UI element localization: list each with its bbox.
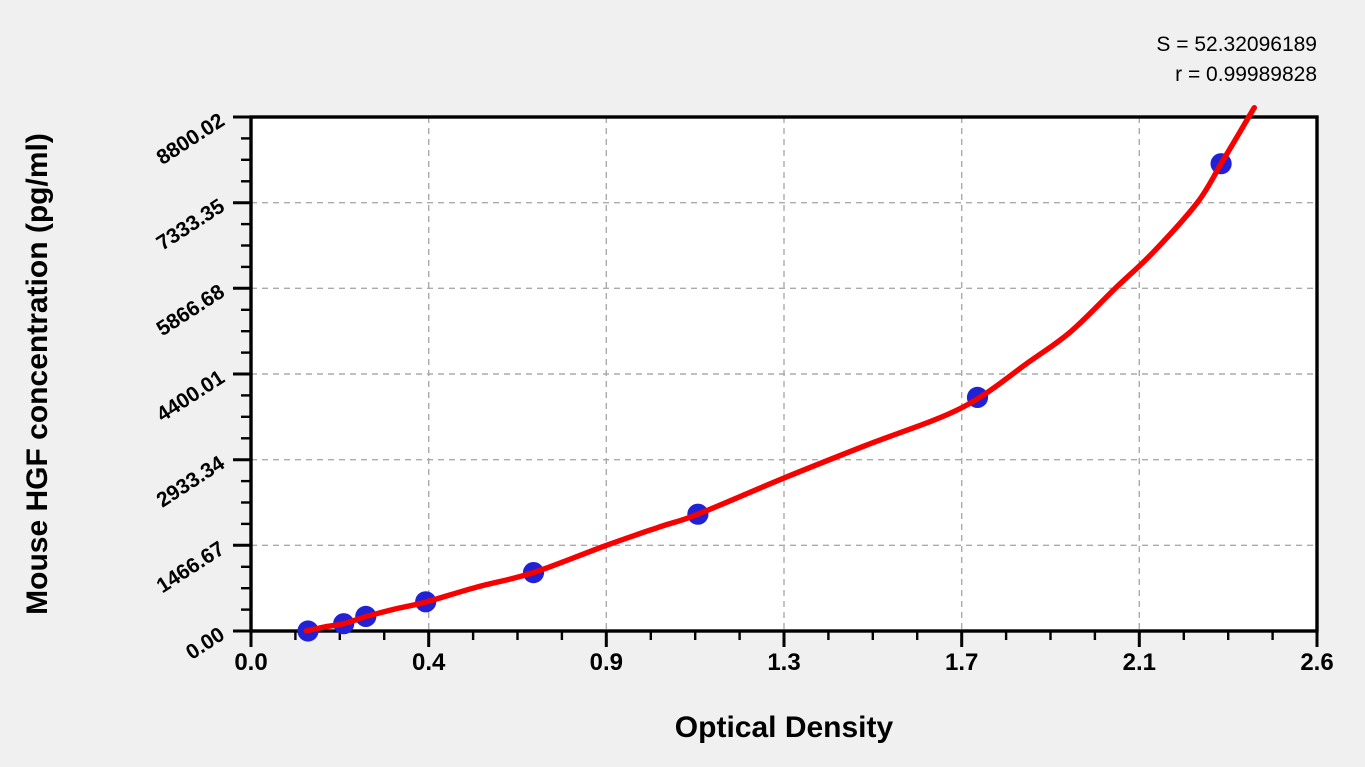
- axis-ticks: [233, 115, 1319, 647]
- x-tick-label: 0.9: [590, 649, 623, 676]
- plot-border: [249, 115, 1319, 633]
- x-tick-label: 0.0: [234, 649, 267, 676]
- plot-box: [249, 115, 1319, 633]
- fit-curve: [303, 105, 1257, 634]
- y-tick-label: 8800.02: [153, 109, 229, 170]
- x-tick-label: 2.6: [1300, 649, 1333, 676]
- y-axis-title: Mouse HGF concentration (pg/ml): [21, 133, 54, 615]
- x-axis-title: Optical Density: [675, 711, 894, 744]
- x-tick-labels: 0.0 0.4 0.9 1.3 1.7 2.1 2.6: [234, 649, 1333, 676]
- y-tick-label: 5866.68: [153, 280, 229, 341]
- y-tick-label: 4400.01: [153, 366, 229, 427]
- y-tick-label: 7333.35: [153, 194, 229, 255]
- y-tick-label: 1466.67: [153, 537, 229, 598]
- fit-stat-s: S = 52.32096189: [1156, 33, 1317, 56]
- fitted-curve-path: [303, 105, 1257, 634]
- x-tick-label: 0.4: [412, 649, 446, 676]
- fit-statistics: S = 52.32096189 r = 0.99989828: [1156, 30, 1317, 90]
- y-tick-label: 2933.34: [153, 451, 229, 512]
- x-tick-label: 1.7: [945, 649, 978, 676]
- x-tick-label: 2.1: [1123, 649, 1156, 676]
- x-tick-label: 1.3: [767, 649, 800, 676]
- fit-stat-r: r = 0.99989828: [1175, 63, 1317, 86]
- y-tick-labels: 0.00 1466.67 2933.34 4400.01 5866.68 7333.35 8…: [153, 109, 229, 665]
- gridlines: [251, 117, 1317, 631]
- y-tick-label: 0.00: [182, 623, 229, 665]
